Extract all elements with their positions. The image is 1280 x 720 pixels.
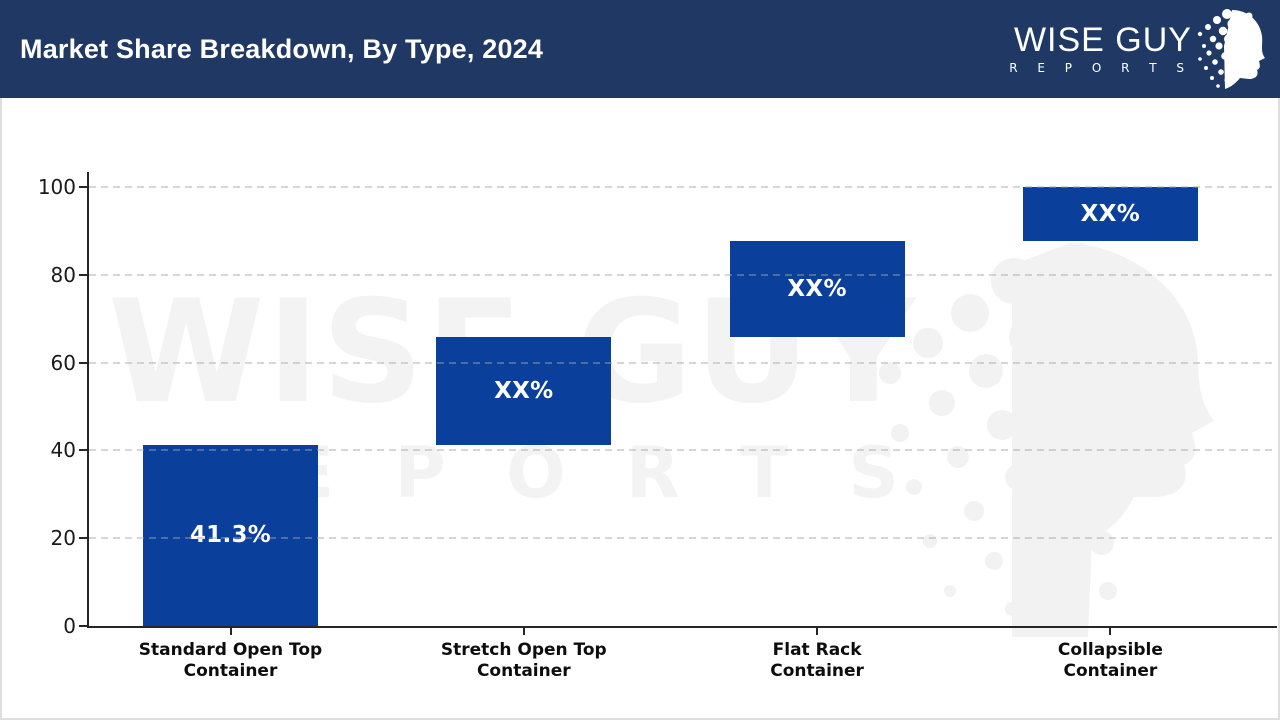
y-tick-mark (79, 361, 87, 364)
x-tick-mark (1109, 628, 1112, 635)
x-category-label: Collapsible Container (1057, 640, 1163, 681)
x-tick-mark (816, 628, 819, 635)
bar-value-label: XX% (1080, 201, 1141, 228)
y-tick-label-60: 60 (50, 350, 76, 375)
dotted-face-icon (1197, 9, 1265, 89)
x-category-label: Flat Rack Container (770, 640, 864, 681)
y-tick-mark (79, 625, 87, 627)
header-bar: Market Share Breakdown, By Type, 2024 WI… (0, 0, 1280, 98)
bar-1: 41.3% (143, 444, 318, 626)
x-category-label: Stretch Open Top Container (440, 640, 607, 681)
y-tick-mark (79, 537, 87, 540)
gridline-80 (89, 273, 1277, 276)
gridline-100 (89, 186, 1277, 188)
gridline-40 (89, 449, 1277, 452)
logo-name: WISE GUY (1013, 21, 1192, 59)
y-tick-mark (79, 186, 87, 188)
dotted-face-watermark-icon (879, 243, 1214, 637)
page-title: Market Share Breakdown, By Type, 2024 (20, 33, 544, 64)
x-category-label: Standard Open Top Container (138, 640, 323, 681)
gridline-60 (89, 361, 1277, 364)
x-axis-spine (87, 626, 1277, 628)
bar-4: XX% (1022, 187, 1198, 242)
y-tick-label-40: 40 (50, 438, 76, 463)
gridline-20 (89, 537, 1277, 540)
x-tick-mark (522, 628, 525, 635)
y-tick-mark (79, 273, 87, 276)
y-tick-label-100: 100 (37, 175, 76, 199)
wise-guy-logo: WISE GUY R E P O R T S (1005, 6, 1266, 92)
y-tick-label-80: 80 (50, 262, 76, 287)
bar-value-label: XX% (494, 377, 554, 404)
x-tick-mark (229, 628, 232, 635)
y-tick-mark (79, 449, 87, 452)
y-tick-label-0: 0 (63, 614, 76, 638)
bar-value-label: 41.3% (189, 522, 272, 549)
y-tick-label-20: 20 (50, 526, 76, 551)
bar-3: XX% (729, 241, 905, 338)
bar-value-label: XX% (787, 276, 847, 303)
bar-2: XX% (436, 337, 612, 445)
y-axis-spine (87, 172, 89, 628)
logo-subtitle: R E P O R T S (1009, 61, 1192, 75)
